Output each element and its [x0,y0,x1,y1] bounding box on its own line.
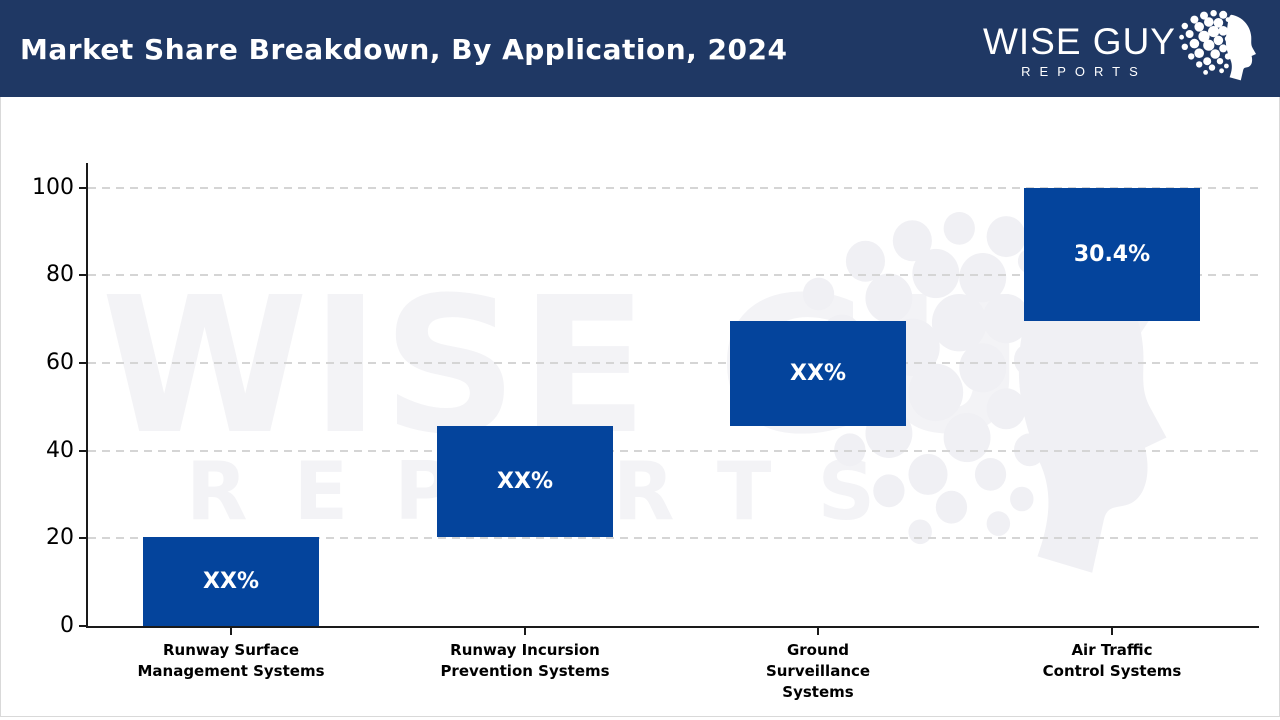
gridline [88,274,1259,277]
x-axis-line [86,626,1259,628]
y-axis-tick-mark [79,449,88,452]
y-axis-tick-label: 20 [46,525,74,551]
gridline [88,361,1259,364]
gridline [88,537,1259,540]
y-axis-tick-mark [79,625,88,627]
bar-value-label: XX% [203,568,259,594]
wiseguy-logo: WISE GUY REPORTS [983,10,1272,90]
x-axis-category-label: Runway Surface Management Systems [137,641,325,680]
bar-segment: XX% [437,425,613,537]
y-axis-tick-mark [79,537,88,540]
chart-area: WISE GUY REPORTS 020406080100XX%XX%XX%30… [0,97,1280,717]
header: Market Share Breakdown, By Application, … [0,0,1280,97]
logo-text: WISE GUY REPORTS [982,20,1176,79]
y-axis-tick-label: 60 [46,349,74,375]
logo-face-icon [1179,10,1256,81]
y-axis-tick-label: 40 [46,437,74,463]
y-axis-tick-mark [79,361,88,364]
y-axis-tick-label: 100 [32,174,74,200]
y-axis-tick-mark [79,186,88,189]
gridline [88,186,1259,189]
bar-segment: XX% [143,536,319,626]
page-title: Market Share Breakdown, By Application, … [20,33,788,66]
logo-tagline: REPORTS [1021,63,1147,79]
gridline [88,449,1259,452]
x-axis-tick-mark [817,626,819,635]
x-axis-category-label: Air Traffic Control Systems [1042,641,1182,680]
bar-value-label: XX% [497,468,553,494]
logo-name: WISE GUY [982,20,1176,62]
x-axis-category-label: Ground Surveillance Systems [765,641,871,701]
bar-value-label: 30.4% [1073,241,1151,267]
x-axis-category-label: Runway Incursion Prevention Systems [440,641,610,680]
y-axis-tick-mark [79,274,88,277]
bar-value-label: XX% [790,360,846,386]
x-axis-tick-mark [1111,626,1113,635]
x-axis-tick-mark [230,626,232,635]
watermark-name: WISE GUY [101,257,1167,476]
x-axis-tick-mark [524,626,526,635]
bar-segment: XX% [730,320,906,426]
y-axis-tick-label: 80 [46,262,74,288]
y-axis-line [86,163,88,628]
bar-segment: 30.4% [1024,187,1200,321]
y-axis-tick-label: 0 [60,613,74,638]
